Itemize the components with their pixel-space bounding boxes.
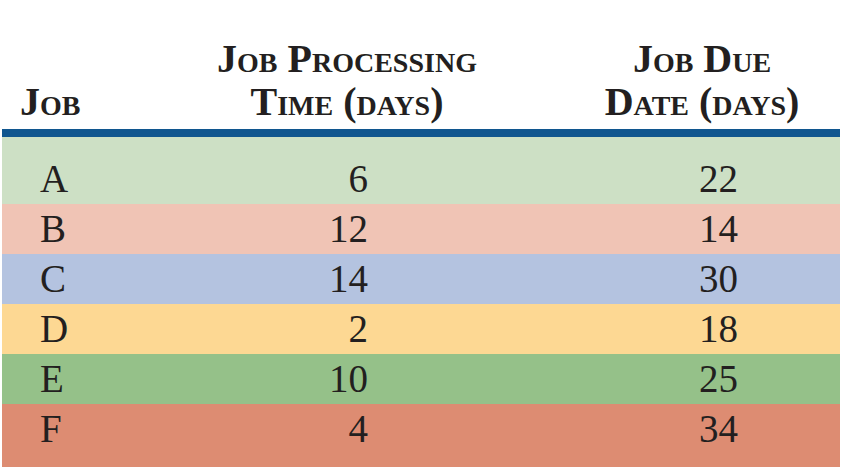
jobs-table: Job Job Processing Time (days) Job Due D… bbox=[2, 0, 840, 468]
job-cell: F bbox=[40, 404, 62, 454]
processing-time-cell: 12 bbox=[329, 204, 368, 254]
processing-time-cell: 14 bbox=[329, 254, 368, 304]
job-cell: E bbox=[40, 354, 64, 404]
processing-time-cell: 6 bbox=[349, 154, 369, 204]
table-row: A 6 22 bbox=[2, 137, 840, 204]
column-header-processing-time-line2: Time (days) bbox=[147, 80, 547, 123]
job-cell: A bbox=[40, 154, 68, 204]
table-row: F 4 34 bbox=[2, 404, 840, 467]
job-cell: D bbox=[40, 304, 68, 354]
job-cell: C bbox=[40, 254, 66, 304]
due-date-cell: 22 bbox=[699, 154, 738, 204]
table-row: D 2 18 bbox=[2, 304, 840, 354]
column-header-due-date: Job Due Date (days) bbox=[502, 37, 844, 123]
processing-time-cell: 10 bbox=[329, 354, 368, 404]
table-row: E 10 25 bbox=[2, 354, 840, 404]
processing-time-cell: 2 bbox=[349, 304, 369, 354]
due-date-cell: 34 bbox=[699, 404, 738, 454]
due-date-cell: 25 bbox=[699, 354, 738, 404]
due-date-cell: 14 bbox=[699, 204, 738, 254]
table-header-row: Job Job Processing Time (days) Job Due D… bbox=[2, 0, 840, 129]
processing-time-cell: 4 bbox=[349, 404, 369, 454]
column-header-due-date-line1: Job Due bbox=[502, 37, 844, 80]
column-header-processing-time: Job Processing Time (days) bbox=[147, 37, 547, 123]
column-header-due-date-line2: Date (days) bbox=[502, 80, 844, 123]
due-date-cell: 18 bbox=[699, 304, 738, 354]
due-date-cell: 30 bbox=[699, 254, 738, 304]
table-row: C 14 30 bbox=[2, 254, 840, 304]
column-header-processing-time-line1: Job Processing bbox=[147, 37, 547, 80]
job-cell: B bbox=[40, 204, 66, 254]
header-divider-rule bbox=[2, 129, 840, 137]
jobs-table-figure: Job Job Processing Time (days) Job Due D… bbox=[0, 0, 844, 468]
table-row: B 12 14 bbox=[2, 204, 840, 254]
column-header-job: Job bbox=[20, 80, 80, 123]
